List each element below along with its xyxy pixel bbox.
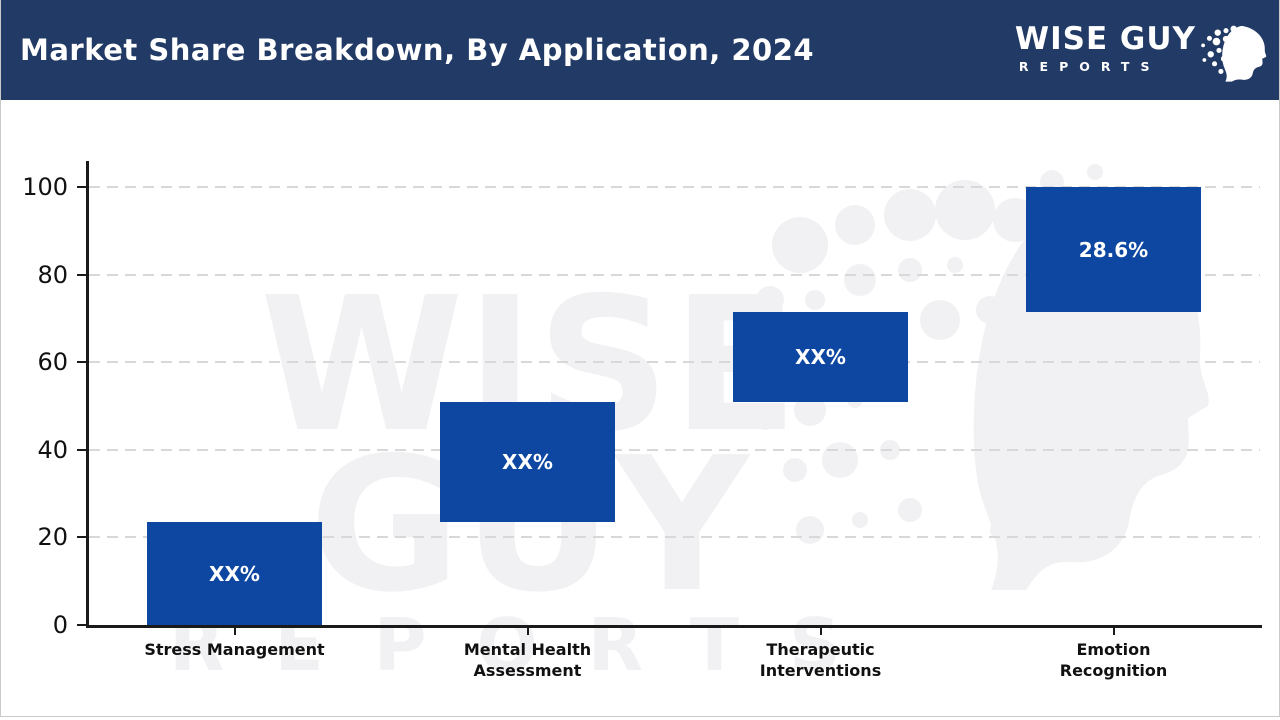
bar-value-label: XX% (502, 449, 553, 474)
y-axis-tick (77, 624, 88, 626)
bar-value-label: XX% (209, 561, 260, 586)
bar-segment: XX% (146, 522, 323, 625)
plot-area: 0 20 40 60 80 100 XX% Stress Management XX% Menta… (22, 161, 1262, 680)
bar-segment: 28.6% (1025, 186, 1202, 313)
bar-segment: XX% (439, 401, 616, 523)
gridline (89, 361, 1260, 364)
x-axis-category-label: Stress Management (144, 640, 325, 659)
y-axis-tick-label: 20 (37, 523, 68, 552)
y-axis-line (86, 161, 89, 627)
x-axis-category-label: Therapeutic Interventions (759, 640, 882, 680)
y-axis-tick-label: 60 (37, 348, 68, 377)
logo-brand-text: WISE GUY (1014, 21, 1196, 57)
y-axis-tick-label: 40 (37, 435, 68, 464)
x-axis-category-label: Emotion Recognition (1059, 640, 1168, 680)
bar-value-label: XX% (795, 344, 846, 369)
logo-tagline-text: REPORTS (1018, 59, 1161, 74)
gridline (89, 536, 1260, 539)
logo-text: WISE GUY REPORTS (1015, 22, 1196, 74)
y-axis-tick (77, 185, 88, 188)
chart-area: WISE GUY REPORTS 0 20 40 60 80 100 XX% Stress M… (0, 100, 1280, 720)
x-axis-category-label: Mental Health Assessment (463, 640, 592, 680)
y-axis-tick-label: 100 (22, 172, 68, 201)
y-axis-tick-label: 0 (52, 611, 68, 639)
x-axis-tick (1112, 627, 1115, 635)
wise-guy-logo: WISE GUY REPORTS (1015, 8, 1270, 92)
x-axis-tick (233, 627, 236, 635)
gridline (89, 273, 1260, 276)
gridline (89, 448, 1260, 451)
x-axis-line (86, 625, 1262, 628)
y-axis-tick-label: 80 (37, 260, 68, 289)
chart-title: Market Share Breakdown, By Application, … (20, 33, 815, 67)
gridline (89, 185, 1260, 188)
bar-value-label: 28.6% (1078, 237, 1149, 262)
y-axis-tick (77, 273, 88, 276)
x-axis-tick (819, 627, 822, 635)
y-axis-tick (77, 361, 88, 364)
logo-head-icon (1201, 25, 1267, 82)
x-axis-tick (526, 627, 529, 635)
header-bar: Market Share Breakdown, By Application, … (0, 0, 1280, 100)
bar-segment: XX% (732, 312, 909, 402)
y-axis-tick (77, 448, 88, 451)
y-axis-tick (77, 536, 88, 539)
